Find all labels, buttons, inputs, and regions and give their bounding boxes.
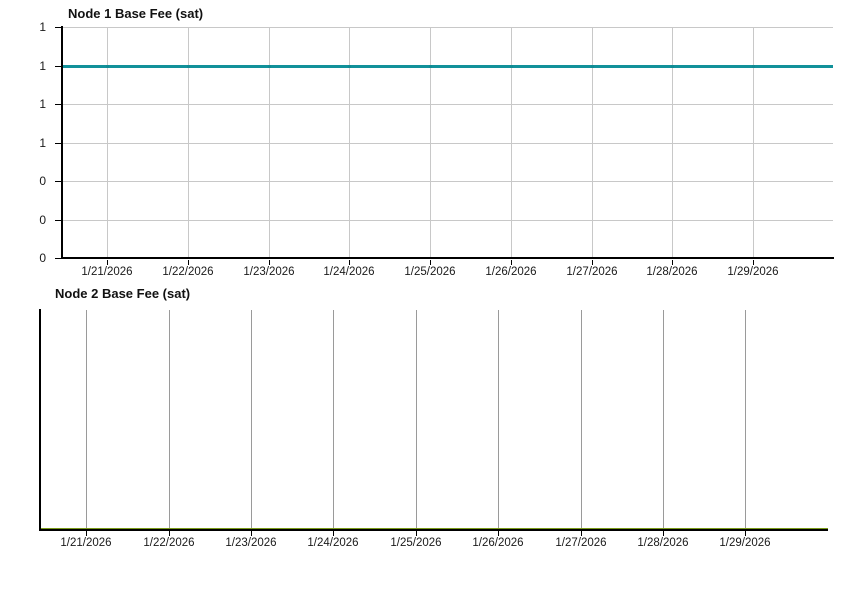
x-axis-tick — [416, 531, 417, 536]
gridline-vertical — [251, 310, 252, 529]
gridline-vertical — [416, 310, 417, 529]
y-axis-tick — [55, 143, 62, 144]
gridline-vertical — [430, 27, 431, 258]
gridline-horizontal — [62, 27, 833, 28]
gridline-horizontal — [62, 104, 833, 105]
series-data-point — [106, 65, 109, 68]
y-axis-tick — [55, 181, 62, 182]
y-axis-label: 1 — [39, 136, 46, 150]
x-axis-label: 1/28/2026 — [637, 537, 689, 549]
chart-panel-node2: Node 2 Base Fee (sat) 1/21/2026 1/22/2026… — [0, 280, 860, 600]
x-axis-tick — [753, 260, 754, 265]
gridline-vertical — [511, 27, 512, 258]
y-axis-line-node2 — [39, 309, 41, 531]
y-axis-line-node1 — [61, 26, 63, 259]
gridline-horizontal — [62, 181, 833, 182]
x-axis-tick — [107, 260, 108, 265]
x-axis-tick — [86, 531, 87, 536]
plot-area-node2 — [40, 310, 828, 530]
chart-title-node1: Node 1 Base Fee (sat) — [68, 6, 204, 21]
y-axis-tick — [55, 27, 62, 28]
y-axis-label: 1 — [39, 59, 46, 73]
gridline-vertical — [107, 27, 108, 258]
x-axis-tick — [251, 531, 252, 536]
y-axis-tick — [55, 104, 62, 105]
gridline-vertical — [269, 27, 270, 258]
x-axis-label: 1/22/2026 — [162, 266, 214, 278]
series-data-point — [429, 65, 432, 68]
series-line-node1 — [62, 65, 833, 68]
gridline-vertical — [592, 27, 593, 258]
x-axis-tick — [498, 531, 499, 536]
gridline-vertical — [188, 27, 189, 258]
x-axis-tick — [745, 531, 746, 536]
x-axis-label: 1/22/2026 — [143, 537, 195, 549]
gridline-vertical — [169, 310, 170, 529]
x-axis-label: 1/29/2026 — [719, 537, 771, 549]
series-data-point — [348, 65, 351, 68]
x-axis-label: 1/21/2026 — [60, 537, 112, 549]
gridline-vertical — [86, 310, 87, 529]
x-axis-label: 1/24/2026 — [307, 537, 359, 549]
x-axis-tick — [592, 260, 593, 265]
gridline-vertical — [349, 27, 350, 258]
x-axis-label: 1/25/2026 — [404, 266, 456, 278]
x-axis-label: 1/27/2026 — [566, 266, 618, 278]
x-axis-label: 1/24/2026 — [323, 266, 375, 278]
x-axis-tick — [269, 260, 270, 265]
x-axis-label: 1/26/2026 — [472, 537, 524, 549]
x-axis-tick — [349, 260, 350, 265]
y-axis-tick — [55, 66, 62, 67]
x-axis-tick — [581, 531, 582, 536]
gridline-vertical — [753, 27, 754, 258]
gridline-vertical — [672, 27, 673, 258]
x-axis-label: 1/27/2026 — [555, 537, 607, 549]
plot-area-node1 — [62, 27, 833, 259]
gridline-horizontal — [62, 143, 833, 144]
gridline-vertical — [581, 310, 582, 529]
y-axis-label: 1 — [39, 20, 46, 34]
chart-title-node2: Node 2 Base Fee (sat) — [55, 286, 191, 301]
x-axis-tick — [333, 531, 334, 536]
x-axis-label: 1/29/2026 — [727, 266, 779, 278]
series-data-point — [752, 65, 755, 68]
series-data-point — [510, 65, 513, 68]
x-axis-tick — [169, 531, 170, 536]
x-axis-line-node2 — [39, 529, 828, 531]
x-axis-label: 1/26/2026 — [485, 266, 537, 278]
chart-panel-node1: Node 1 Base Fee (sat) 1 1 1 1 0 0 0 1/21/2026 1/… — [0, 0, 860, 280]
gridline-horizontal — [62, 220, 833, 221]
x-axis-label: 1/23/2026 — [225, 537, 277, 549]
x-axis-label: 1/28/2026 — [646, 266, 698, 278]
series-data-point — [268, 65, 271, 68]
x-axis-label: 1/21/2026 — [81, 266, 133, 278]
x-axis-tick — [663, 531, 664, 536]
y-axis-tick — [55, 258, 62, 259]
x-axis-tick — [672, 260, 673, 265]
x-axis-line-node1 — [61, 257, 834, 259]
series-data-point — [591, 65, 594, 68]
gridline-vertical — [333, 310, 334, 529]
series-data-point — [187, 65, 190, 68]
y-axis-label: 1 — [39, 97, 46, 111]
gridline-vertical — [745, 310, 746, 529]
y-axis-tick — [55, 220, 62, 221]
gridline-vertical — [663, 310, 664, 529]
y-axis-label: 0 — [39, 251, 46, 265]
series-data-point — [671, 65, 674, 68]
x-axis-tick — [430, 260, 431, 265]
y-axis-label: 0 — [39, 174, 46, 188]
x-axis-tick — [188, 260, 189, 265]
y-axis-label: 0 — [39, 213, 46, 227]
x-axis-label: 1/25/2026 — [390, 537, 442, 549]
x-axis-tick — [511, 260, 512, 265]
gridline-vertical — [498, 310, 499, 529]
x-axis-label: 1/23/2026 — [243, 266, 295, 278]
